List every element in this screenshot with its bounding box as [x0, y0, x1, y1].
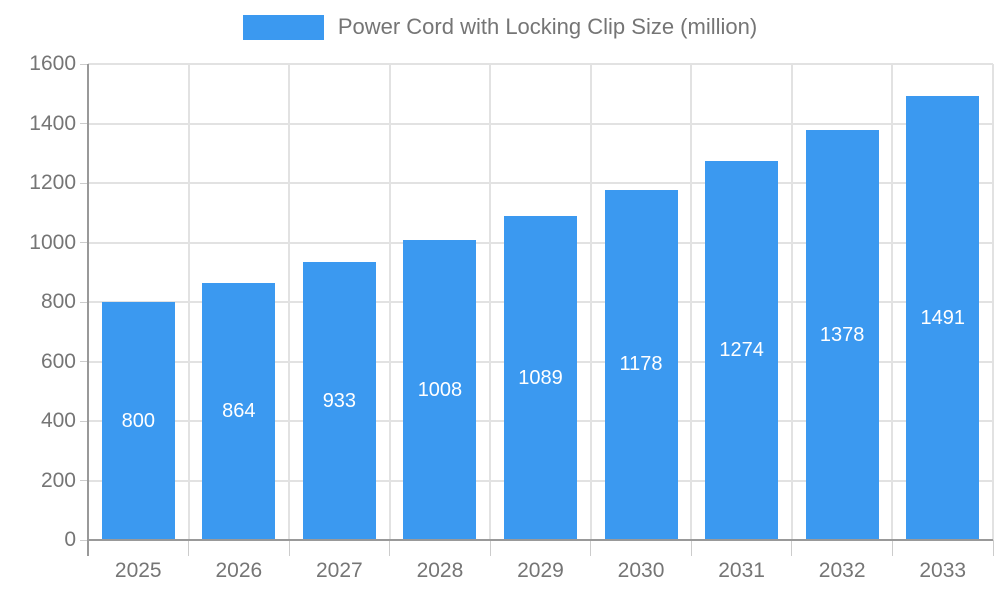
x-axis-tick	[992, 540, 994, 556]
x-axis-line	[88, 539, 993, 541]
bar-value-label: 933	[322, 389, 357, 412]
bar-2031: 1274	[705, 160, 779, 540]
x-tick-label: 2026	[215, 559, 263, 582]
x-tick-label: 2027	[316, 559, 363, 582]
y-gridline	[88, 122, 993, 125]
bar-2030: 1178	[604, 189, 678, 540]
y-axis-tick	[80, 420, 88, 422]
bar-2026: 864	[202, 282, 276, 540]
bar-value-label: 1089	[518, 366, 563, 389]
x-axis-tick	[489, 540, 491, 556]
bar-2029: 1089	[504, 216, 577, 540]
x-tick-label: 2031	[718, 559, 765, 582]
x-gridline	[388, 64, 391, 540]
x-axis-tick	[288, 540, 290, 556]
y-axis-tick	[80, 242, 88, 243]
bar-2025: 800	[101, 302, 175, 540]
bar-value-label: 800	[121, 409, 155, 432]
y-axis-tick	[80, 182, 88, 184]
x-gridline	[992, 64, 994, 540]
y-axis-tick	[80, 480, 88, 481]
y-axis-tick	[80, 301, 88, 303]
x-gridline	[790, 64, 793, 540]
y-tick-label: 1200	[29, 171, 76, 194]
bar-value-label: 1008	[417, 378, 463, 401]
y-axis-tick	[80, 63, 88, 65]
x-gridline	[891, 64, 894, 540]
x-axis-tick	[791, 540, 793, 556]
x-tick-label: 2025	[114, 559, 162, 582]
x-gridline	[589, 64, 592, 540]
bar-value-label: 864	[222, 399, 256, 422]
y-gridline	[88, 63, 993, 65]
y-axis-tick	[80, 539, 88, 541]
y-tick-label: 0	[64, 528, 76, 551]
x-axis-tick	[188, 540, 190, 556]
x-gridline	[187, 64, 190, 540]
y-tick-label: 800	[40, 290, 76, 313]
y-tick-label: 1000	[29, 230, 76, 254]
bar-value-label: 1178	[619, 353, 663, 376]
x-tick-label: 2029	[517, 559, 564, 582]
x-axis-tick	[690, 540, 692, 556]
y-tick-label: 1600	[29, 52, 76, 75]
y-axis-tick	[80, 361, 88, 362]
x-gridline	[288, 64, 291, 540]
x-tick-label: 2030	[617, 559, 665, 582]
legend-label: Power Cord with Locking Clip Size (milli…	[337, 14, 758, 39]
bar-value-label: 1378	[819, 323, 865, 346]
bar-2032: 1378	[805, 130, 879, 540]
x-tick-label: 2032	[818, 559, 866, 582]
bar-2027: 933	[302, 262, 376, 540]
bar-value-label: 1274	[719, 338, 764, 361]
x-gridline	[489, 64, 492, 540]
bar-2033: 1491	[906, 96, 980, 540]
y-tick-label: 400	[40, 409, 76, 432]
bar-2028: 1008	[403, 240, 477, 540]
x-tick-label: 2028	[416, 559, 464, 582]
bar-value-label: 1491	[920, 306, 965, 329]
y-axis-line	[87, 64, 89, 556]
chart-legend: Power Cord with Locking Clip Size (milli…	[0, 14, 1000, 40]
x-gridline	[690, 64, 693, 540]
legend-swatch	[242, 14, 324, 40]
y-axis-tick	[80, 123, 88, 124]
y-gridline	[88, 182, 993, 184]
y-tick-label: 200	[40, 468, 76, 492]
y-tick-label: 1400	[29, 111, 76, 135]
x-tick-label: 2033	[919, 559, 967, 582]
x-axis-tick	[891, 540, 893, 556]
x-axis-tick	[389, 540, 391, 556]
y-tick-label: 600	[40, 349, 76, 373]
x-axis-tick	[590, 540, 592, 556]
